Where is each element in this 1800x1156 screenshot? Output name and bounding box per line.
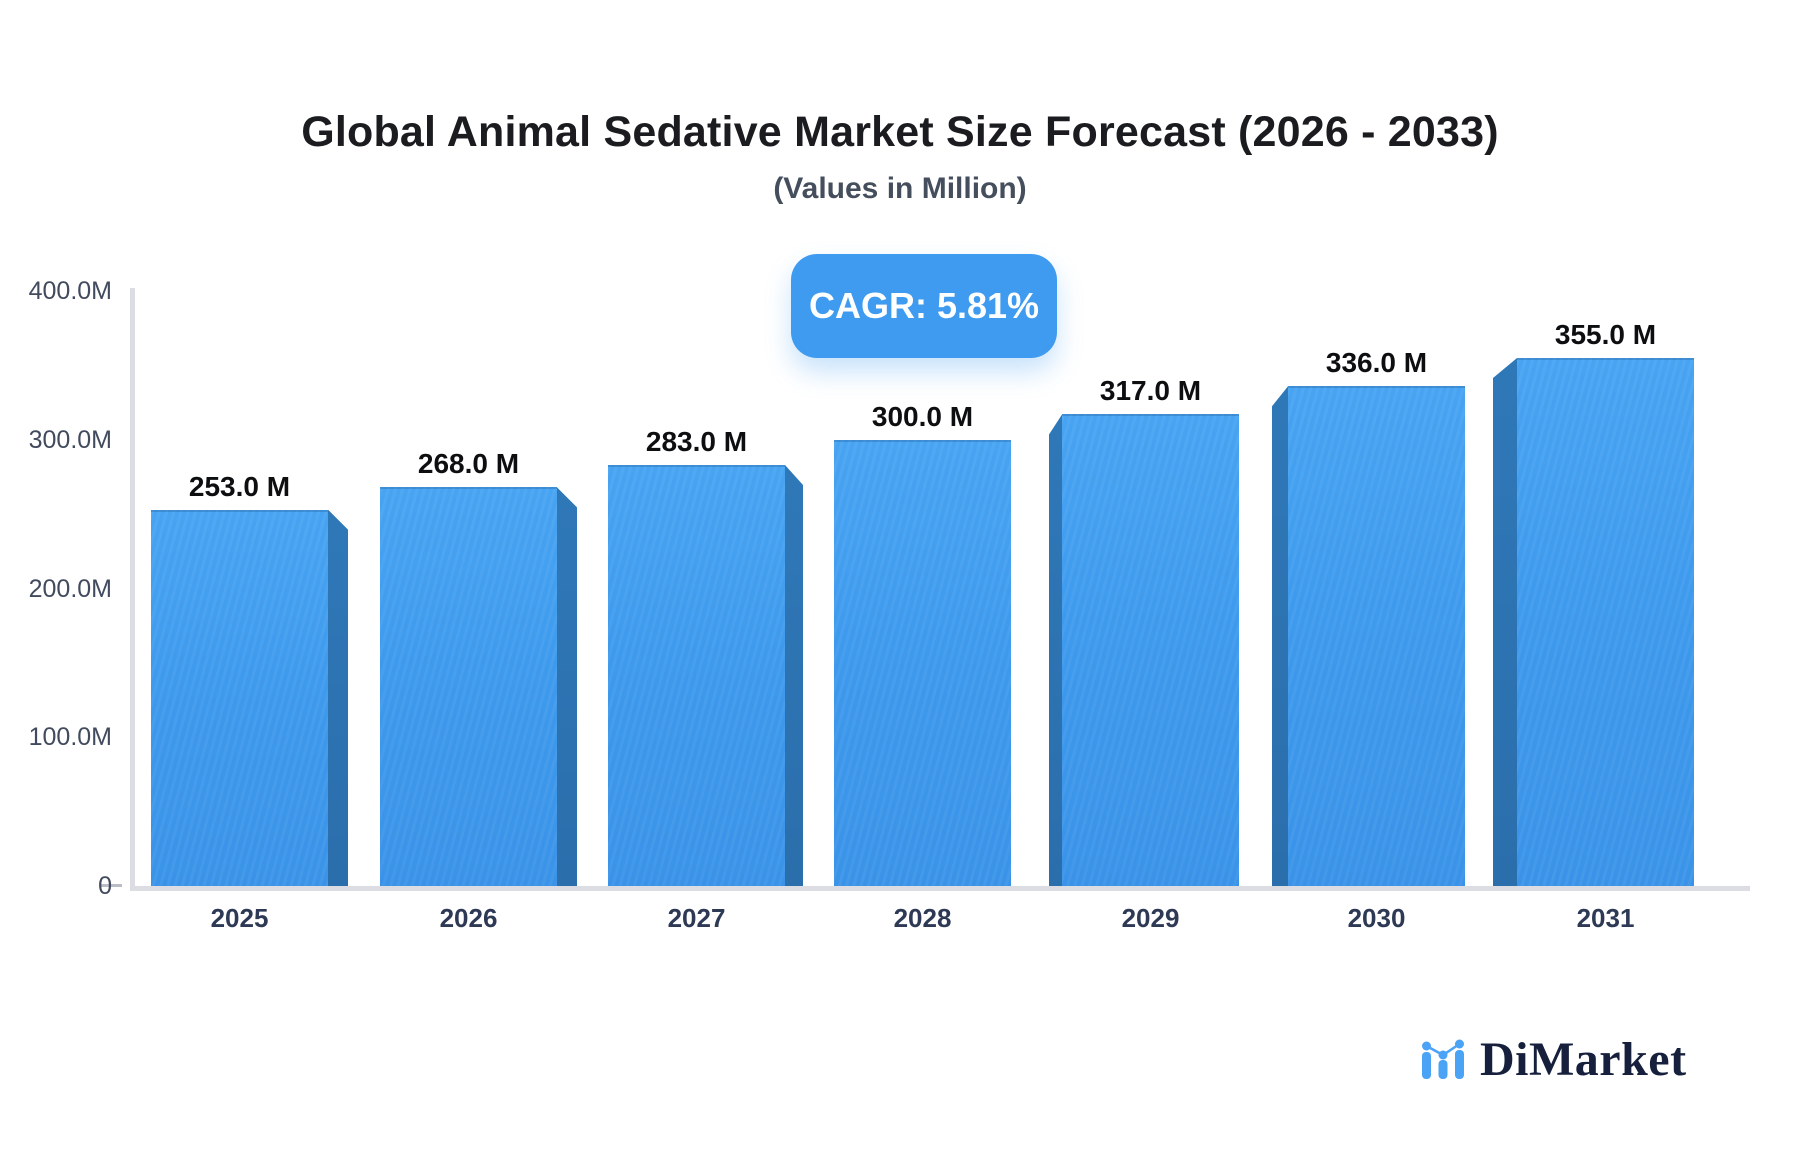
x-tick-label-2027: 2027 <box>667 903 726 933</box>
cagr-badge: CAGR: 5.81% <box>791 254 1057 358</box>
dimarket-logo: DiMarket <box>1420 1036 1687 1084</box>
y-tick-label: 400.0M <box>28 277 112 305</box>
y-tick-label: 0 <box>98 872 112 900</box>
bar-value-label: 268.0 M <box>417 448 520 480</box>
bar-value-label: 355.0 M <box>1554 318 1657 350</box>
bar-value-label: 317.0 M <box>1099 375 1202 407</box>
bar-2027 <box>608 465 785 886</box>
x-tick-label-2029: 2029 <box>1121 903 1180 933</box>
bar-value-label: 253.0 M <box>188 470 291 502</box>
bar-2029 <box>1062 414 1239 886</box>
dimarket-logo-text: DiMarket <box>1480 1033 1687 1086</box>
bar-side-2029 <box>1049 414 1062 886</box>
bar-side-2026 <box>557 487 577 886</box>
x-tick-label-2031: 2031 <box>1576 903 1635 933</box>
bar-2031 <box>1517 357 1694 886</box>
bar-side-2031 <box>1493 357 1517 886</box>
bar-side-2025 <box>328 509 348 886</box>
x-tick-label-2030: 2030 <box>1347 903 1406 933</box>
bar-side-2030 <box>1272 386 1288 886</box>
bar-2030 <box>1288 386 1465 886</box>
chart-subtitle: (Values in Million) <box>773 172 1027 205</box>
bar-value-label: 300.0 M <box>871 400 974 432</box>
zero-tick-mark <box>100 884 122 887</box>
x-tick-label-2026: 2026 <box>439 903 498 933</box>
y-axis-line <box>130 288 135 891</box>
y-tick-label: 100.0M <box>28 723 112 752</box>
x-axis-line <box>130 886 1750 891</box>
bar-value-label: 283.0 M <box>645 426 748 458</box>
y-tick-label: 200.0M <box>28 574 112 603</box>
bar-chart-logo-icon <box>1422 1039 1464 1079</box>
bar-side-2027 <box>785 465 803 886</box>
bar-2026 <box>380 487 557 886</box>
bar-value-label: 336.0 M <box>1325 347 1428 379</box>
bar-2025 <box>151 509 328 886</box>
y-tick-label: 300.0M <box>28 425 112 454</box>
chart-title: Global Animal Sedative Market Size Forec… <box>301 108 1499 156</box>
cagr-badge-label: CAGR: 5.81% <box>808 285 1040 326</box>
x-tick-label-2025: 2025 <box>210 903 269 933</box>
x-tick-label-2028: 2028 <box>893 903 952 933</box>
bar-2028 <box>834 439 1011 886</box>
